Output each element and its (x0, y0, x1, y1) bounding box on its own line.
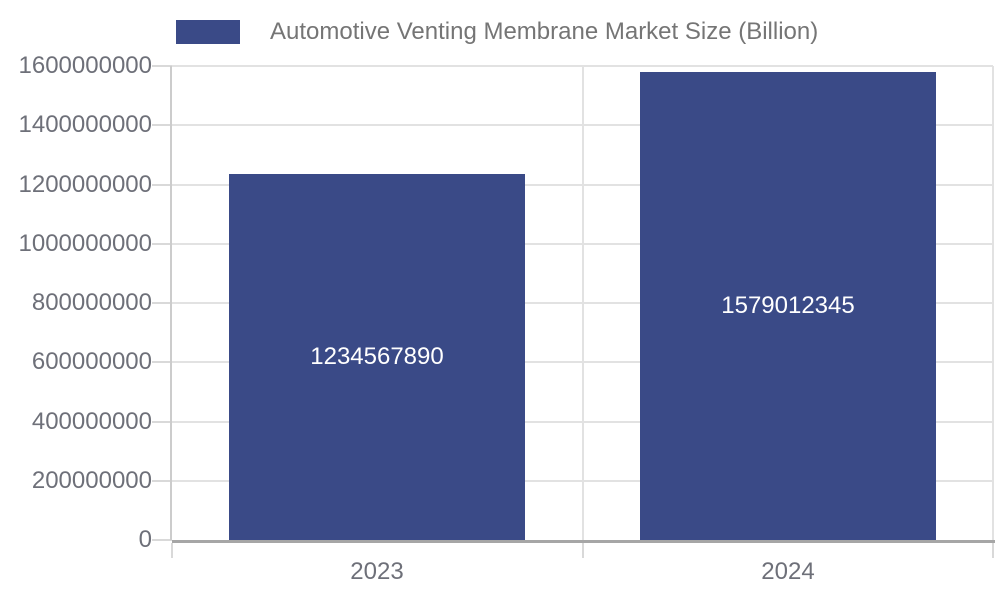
x-axis-tick-label: 2024 (761, 558, 815, 585)
y-axis-tick-label: 400000000 (31, 408, 152, 435)
y-axis-tick-label: 1000000000 (18, 230, 152, 257)
bar-value-label: 1234567890 (310, 343, 444, 370)
y-axis-tick (152, 361, 172, 363)
y-axis-tick-label: 600000000 (31, 348, 152, 375)
x-axis-tick-label: 2023 (350, 558, 404, 585)
y-axis-tick (152, 65, 172, 67)
y-axis-tick-label: 1400000000 (18, 111, 152, 138)
x-gridline (992, 66, 994, 540)
y-axis-tick-label: 200000000 (31, 467, 152, 494)
bar-2023[interactable] (229, 174, 525, 540)
y-axis-tick-label: 0 (138, 526, 152, 553)
y-axis-tick (152, 480, 172, 482)
x-axis-tick (171, 543, 173, 558)
x-gridline (582, 66, 584, 540)
y-axis-tick (152, 302, 172, 304)
y-axis-tick (152, 124, 172, 126)
y-axis-tick (152, 184, 172, 186)
legend-swatch (176, 20, 240, 44)
x-axis-line (172, 540, 995, 543)
y-axis-tick (152, 539, 172, 541)
legend-item[interactable]: Automotive Venting Membrane Market Size … (176, 19, 818, 45)
x-axis-tick (582, 543, 584, 558)
y-axis-tick-label: 800000000 (31, 289, 152, 316)
bar-value-label: 1579012345 (721, 292, 855, 319)
legend-label: Automotive Venting Membrane Market Size … (270, 18, 819, 45)
y-axis-tick-label: 1200000000 (18, 171, 152, 198)
y-axis-tick (152, 243, 172, 245)
y-axis-tick-label: 1600000000 (18, 52, 152, 79)
x-axis-tick (992, 543, 994, 558)
y-axis-tick (152, 421, 172, 423)
bar-2024[interactable] (640, 72, 936, 540)
y-axis-line (170, 66, 172, 540)
